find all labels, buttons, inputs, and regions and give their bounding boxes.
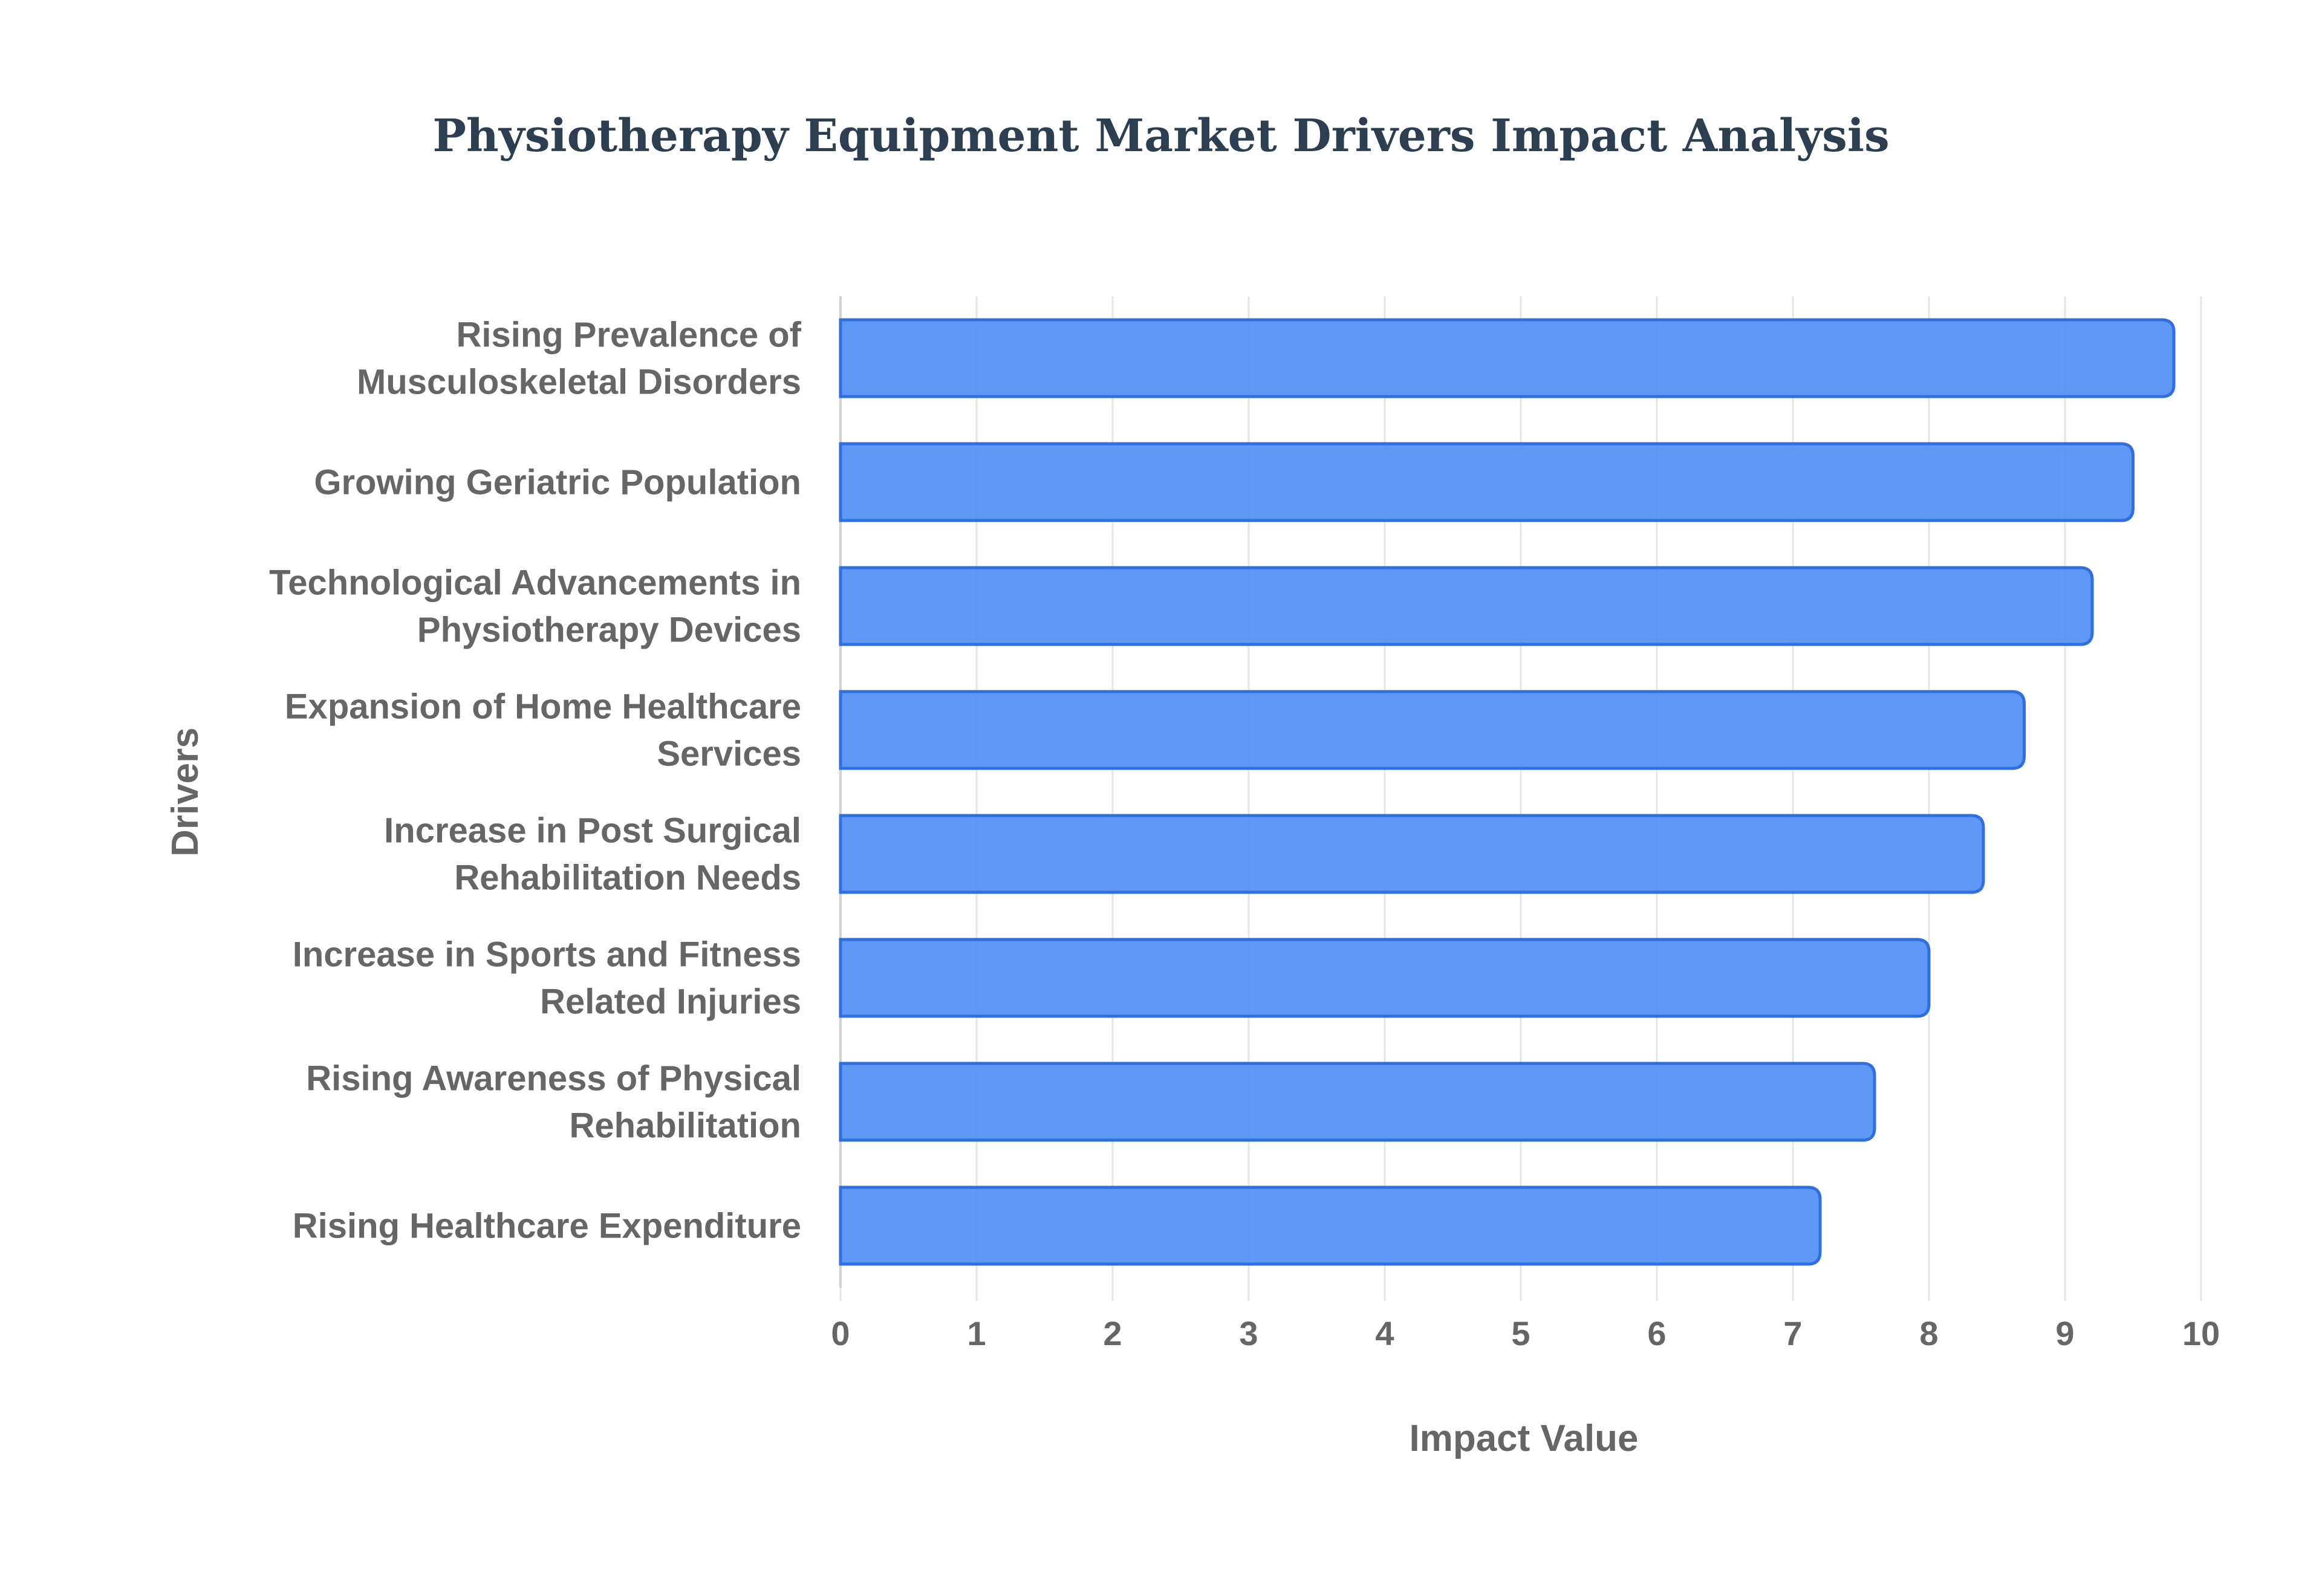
y-axis-title: Drivers	[164, 727, 206, 857]
bar	[839, 814, 1985, 894]
category-label-line: Growing Geriatric Population	[314, 463, 801, 502]
x-tick-label: 7	[1783, 1314, 1802, 1352]
category-label: Increase in Post Surgical Rehabilitation …	[384, 811, 801, 898]
category-label-line: Physiotherapy Devices	[417, 611, 801, 650]
category-label: Rising Awareness of Physical Rehabilitati…	[306, 1059, 801, 1146]
category-labels: Rising Prevalence of Musculoskeletal Diso…	[269, 316, 802, 1246]
category-label: Rising Healthcare Expenditure	[293, 1207, 801, 1246]
chart-title: Physiotherapy Equipment Market Drivers I…	[432, 110, 1889, 162]
bar	[839, 318, 2176, 398]
x-tick-label: 6	[1647, 1314, 1666, 1352]
category-label-line: Musculoskeletal Disorders	[357, 363, 801, 402]
x-tick-label: 8	[1919, 1314, 1938, 1352]
category-label-line: Increase in Post Surgical	[384, 811, 801, 851]
bar	[839, 1062, 1876, 1142]
bar	[839, 690, 2026, 770]
category-label: Technological Advancements in Physiothera…	[269, 563, 801, 650]
x-tick-label: 5	[1511, 1314, 1530, 1352]
category-label: Growing Geriatric Population	[314, 463, 801, 502]
x-tick-label: 1	[967, 1314, 986, 1352]
bar	[839, 1186, 1822, 1266]
x-tick-label: 0	[831, 1314, 850, 1352]
x-tick-label: 2	[1103, 1314, 1122, 1352]
category-label-line: Related Injuries	[540, 982, 801, 1022]
x-tick-label: 4	[1375, 1314, 1394, 1352]
bars	[839, 318, 2176, 1266]
category-label-line: Rehabilitation Needs	[454, 858, 801, 898]
category-label-line: Increase in Sports and Fitness	[293, 935, 801, 975]
category-label: Rising Prevalence of Musculoskeletal Diso…	[357, 316, 802, 402]
x-tick-label: 10	[2182, 1314, 2220, 1352]
x-tick-label: 3	[1239, 1314, 1258, 1352]
category-label-line: Expansion of Home Healthcare	[285, 687, 801, 727]
bar	[839, 566, 2094, 646]
bar	[839, 442, 2135, 522]
category-label-line: Rising Prevalence of	[456, 316, 801, 355]
bar	[839, 938, 1931, 1018]
x-tick-labels: 0 1 2 3 4 5 6 7 8 9 10	[831, 1314, 2220, 1352]
category-label-line: Rising Awareness of Physical	[306, 1059, 801, 1098]
category-label: Expansion of Home Healthcare Services	[285, 687, 801, 774]
x-axis-title: Impact Value	[1409, 1418, 1638, 1459]
category-label-line: Technological Advancements in	[269, 563, 801, 603]
category-label-line: Rehabilitation	[570, 1106, 801, 1146]
x-tick-label: 9	[2055, 1314, 2074, 1352]
category-label-line: Rising Healthcare Expenditure	[293, 1207, 801, 1246]
category-label: Increase in Sports and Fitness Related In…	[293, 935, 801, 1022]
category-label-line: Services	[657, 735, 801, 774]
